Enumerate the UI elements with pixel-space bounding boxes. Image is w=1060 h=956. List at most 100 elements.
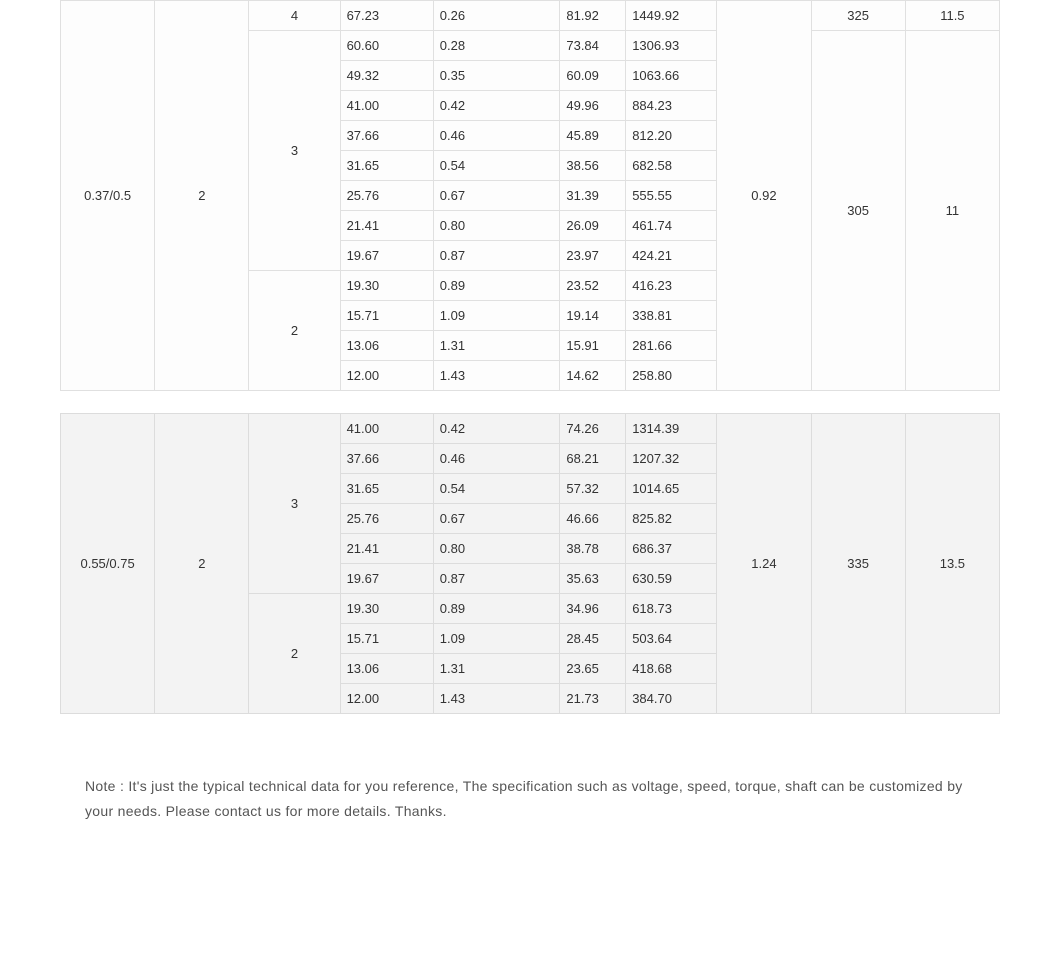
val-cell: 461.74 [626,211,717,241]
val-cell: 14.62 [560,361,626,391]
val-cell: 0.42 [433,91,560,121]
val-cell: 19.30 [340,271,433,301]
val-cell: 38.78 [560,534,626,564]
val-cell: 0.87 [433,564,560,594]
val-cell: 1.43 [433,684,560,714]
val-cell: 19.14 [560,301,626,331]
val-cell: 258.80 [626,361,717,391]
val-cell: 67.23 [340,1,433,31]
val-cell: 0.28 [433,31,560,61]
val-cell: 19.30 [340,594,433,624]
val-cell: 13.06 [340,654,433,684]
power-cell: 0.55/0.75 [61,414,155,714]
val-cell: 884.23 [626,91,717,121]
val-cell: 21.73 [560,684,626,714]
val-cell: 46.66 [560,504,626,534]
stage-cell: 2 [249,594,340,714]
val-cell: 1207.32 [626,444,717,474]
footnote: Note : It's just the typical technical d… [60,714,1000,944]
stage-cell: 4 [249,1,340,31]
val-cell: 15.71 [340,301,433,331]
val-cell: 25.76 [340,504,433,534]
val-cell: 1014.65 [626,474,717,504]
val-cell: 825.82 [626,504,717,534]
poles-cell: 2 [155,1,249,391]
val-cell: 0.54 [433,474,560,504]
val-cell: 1.09 [433,624,560,654]
val-cell: 60.09 [560,61,626,91]
power-cell: 0.37/0.5 [61,1,155,391]
val-cell: 26.09 [560,211,626,241]
val-cell: 0.80 [433,534,560,564]
val-cell: 1.31 [433,331,560,361]
stage-cell: 2 [249,271,340,391]
val-cell: 0.67 [433,181,560,211]
val-cell: 31.39 [560,181,626,211]
val-cell: 1.09 [433,301,560,331]
val-cell: 45.89 [560,121,626,151]
val-cell: 281.66 [626,331,717,361]
val-cell: 41.00 [340,414,433,444]
val-cell: 73.84 [560,31,626,61]
val-cell: 418.68 [626,654,717,684]
val-cell: 0.35 [433,61,560,91]
val-cell: 12.00 [340,684,433,714]
val-cell: 0.80 [433,211,560,241]
val-cell: 31.65 [340,151,433,181]
val-cell: 0.46 [433,444,560,474]
val-cell: 21.41 [340,534,433,564]
val-cell: 1314.39 [626,414,717,444]
val-cell: 1449.92 [626,1,717,31]
stage-cell: 3 [249,414,340,594]
spec-table-2: 0.55/0.752341.000.4274.261314.391.243351… [60,413,1000,714]
spec-table-1: 0.37/0.52467.230.2681.921449.920.9232511… [60,0,1000,391]
val-cell: 555.55 [626,181,717,211]
val-cell: 618.73 [626,594,717,624]
current-cell: 1.24 [717,414,811,714]
val-cell: 1063.66 [626,61,717,91]
val-cell: 0.46 [433,121,560,151]
val-cell: 74.26 [560,414,626,444]
val-cell: 60.60 [340,31,433,61]
dim-cell: 13.5 [905,414,999,714]
val-cell: 68.21 [560,444,626,474]
val-cell: 41.00 [340,91,433,121]
val-cell: 812.20 [626,121,717,151]
val-cell: 0.89 [433,594,560,624]
val-cell: 15.71 [340,624,433,654]
val-cell: 503.64 [626,624,717,654]
val-cell: 38.56 [560,151,626,181]
val-cell: 15.91 [560,331,626,361]
val-cell: 0.87 [433,241,560,271]
val-cell: 338.81 [626,301,717,331]
val-cell: 13.06 [340,331,433,361]
val-cell: 1.31 [433,654,560,684]
val-cell: 23.65 [560,654,626,684]
val-cell: 424.21 [626,241,717,271]
val-cell: 686.37 [626,534,717,564]
val-cell: 81.92 [560,1,626,31]
val-cell: 57.32 [560,474,626,504]
val-cell: 0.42 [433,414,560,444]
dim-cell: 11.5 [905,1,999,31]
current-cell: 0.92 [717,1,811,391]
val-cell: 12.00 [340,361,433,391]
val-cell: 682.58 [626,151,717,181]
dim-cell: 335 [811,414,905,714]
val-cell: 23.52 [560,271,626,301]
val-cell: 0.89 [433,271,560,301]
val-cell: 0.67 [433,504,560,534]
poles-cell: 2 [155,414,249,714]
val-cell: 49.96 [560,91,626,121]
val-cell: 0.26 [433,1,560,31]
dim-cell: 325 [811,1,905,31]
val-cell: 416.23 [626,271,717,301]
val-cell: 1.43 [433,361,560,391]
val-cell: 21.41 [340,211,433,241]
val-cell: 37.66 [340,444,433,474]
stage-cell: 3 [249,31,340,271]
dim-cell: 305 [811,31,905,391]
val-cell: 1306.93 [626,31,717,61]
val-cell: 37.66 [340,121,433,151]
val-cell: 384.70 [626,684,717,714]
